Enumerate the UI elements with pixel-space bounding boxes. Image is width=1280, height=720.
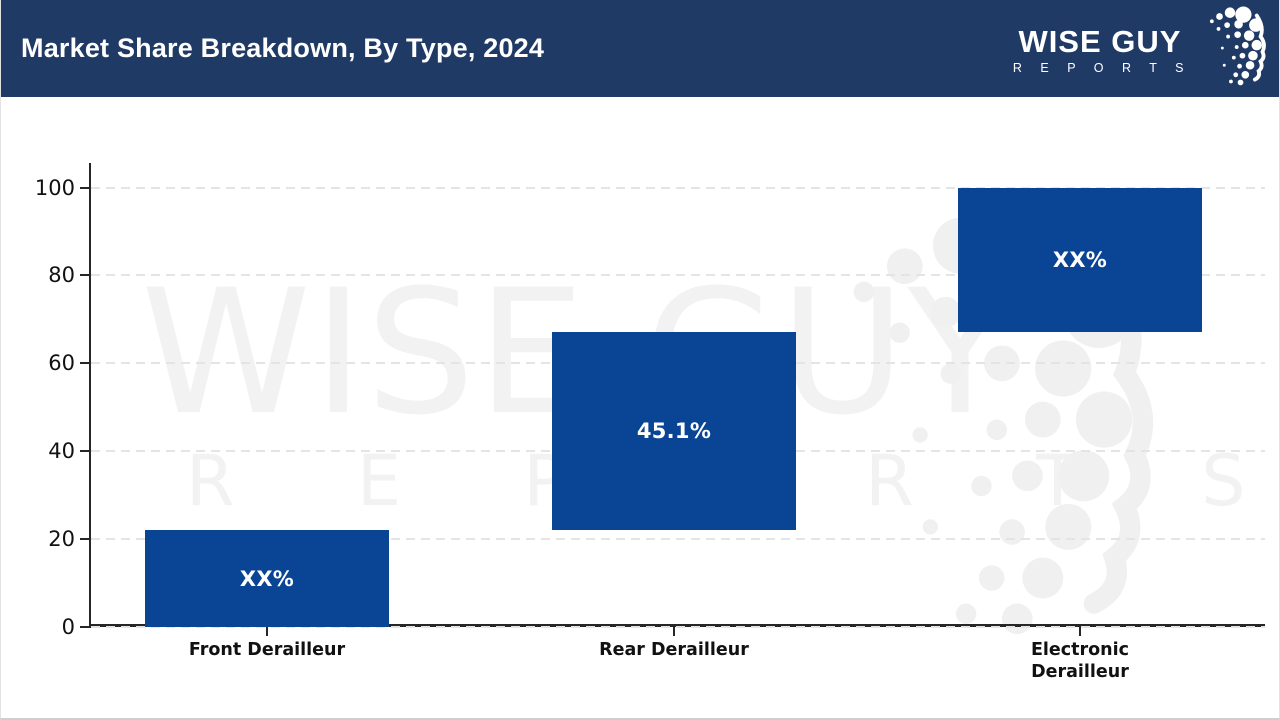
y-axis-label-40: 40	[48, 439, 75, 464]
bar-segment: XX%	[145, 530, 389, 627]
gridline-y0	[91, 626, 1265, 628]
logo-subtitle: R E P O R T S	[1012, 61, 1191, 75]
bar-segment: 45.1%	[552, 332, 796, 531]
x-axis-category-label: Front Derailleur	[188, 640, 346, 660]
x-axis-tick	[1079, 627, 1081, 636]
x-axis-category-label: Electronic Derailleur	[1030, 640, 1130, 682]
y-axis-tick-100	[80, 186, 91, 189]
plot-area: 0 20 40 60 80 100 XX% Front Derailleur 45.1% Rear…	[35, 163, 1265, 682]
header-bar: Market Share Breakdown, By Type, 2024 WI…	[1, 0, 1279, 97]
bar-segment: XX%	[958, 187, 1202, 333]
logo-text: WISE GUY R E P O R T S	[1009, 26, 1191, 75]
page-title: Market Share Breakdown, By Type, 2024	[21, 33, 545, 63]
y-axis-label-100: 100	[34, 175, 75, 200]
y-axis-tick-80	[80, 274, 91, 277]
gridline-y20	[91, 538, 1265, 541]
y-axis-tick-40	[80, 450, 91, 453]
logo-name: WISE GUY	[1018, 24, 1182, 59]
y-axis-label-80: 80	[48, 263, 75, 288]
y-axis-label-20: 20	[48, 527, 75, 552]
bar-value-label: XX%	[1052, 247, 1108, 272]
x-axis-tick	[673, 627, 675, 636]
gridline-y100	[91, 186, 1265, 189]
y-axis-label-60: 60	[48, 351, 75, 376]
gridline-y80	[91, 274, 1265, 277]
y-axis-tick-60	[80, 362, 91, 365]
bar-value-label: XX%	[239, 566, 295, 591]
wise-guy-logo: WISE GUY R E P O R T S	[1009, 5, 1267, 92]
y-axis-label-0: 0	[61, 615, 75, 639]
bar-value-label: 45.1%	[636, 419, 712, 444]
x-axis-tick	[266, 627, 268, 636]
y-axis-tick-0	[80, 626, 91, 628]
x-axis-category-label: Rear Derailleur	[599, 640, 749, 660]
y-axis-tick-20	[80, 538, 91, 541]
dotted-face-icon	[1209, 5, 1266, 85]
